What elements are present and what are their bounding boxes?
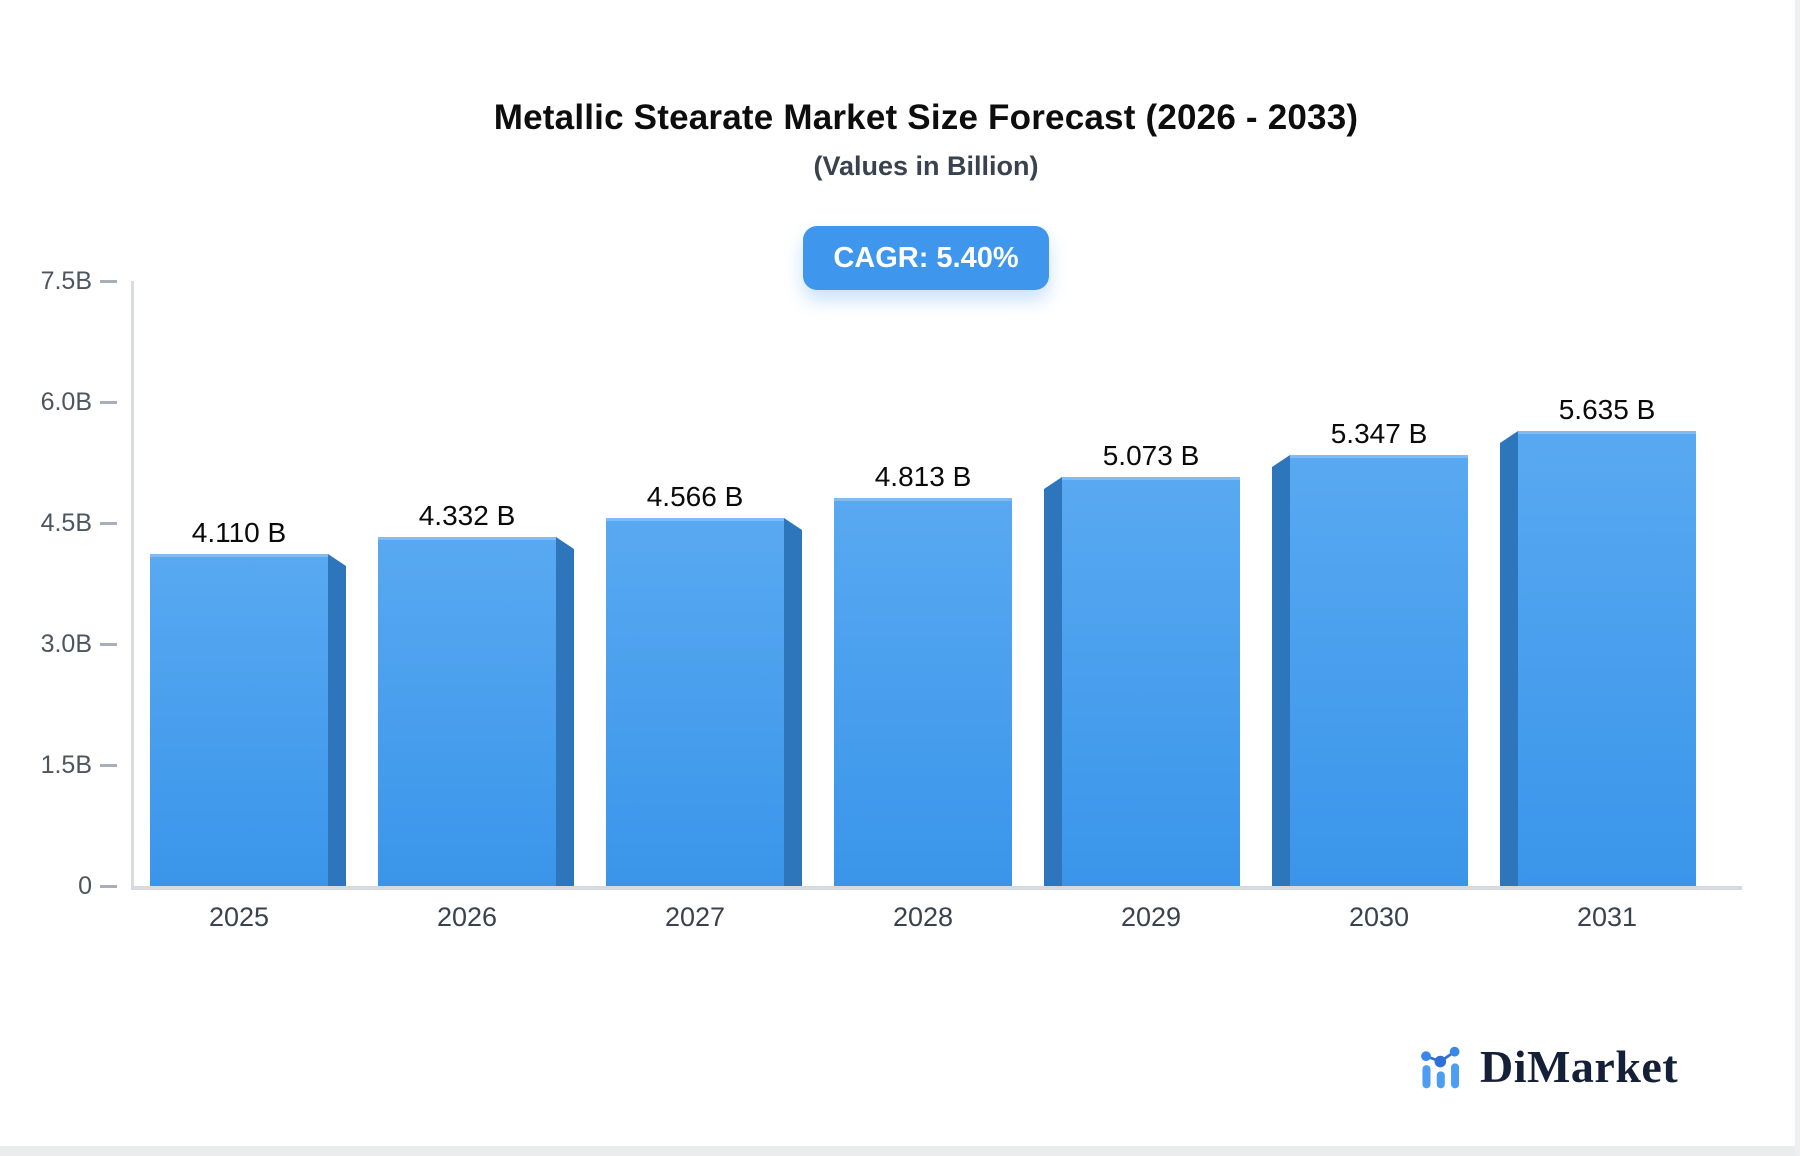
bar-value-label: 5.635 B: [1558, 394, 1656, 425]
bar-value-label: 4.813 B: [874, 461, 972, 492]
window-edge-bottom: [0, 1146, 1800, 1156]
bar-value-label: 5.073 B: [1102, 440, 1200, 471]
dimarket-logo-icon: [1421, 1046, 1460, 1089]
bar-2031[interactable]: [1500, 431, 1696, 886]
y-axis-tick: [100, 522, 117, 525]
bar-front-face: [606, 518, 784, 886]
chart-header: Metallic Stearate Market Size Forecast (…: [52, 96, 1800, 290]
window-edge-right: [1795, 0, 1800, 1156]
bar-value-label: 5.347 B: [1330, 418, 1428, 449]
y-axis-tick: [100, 764, 117, 767]
bar-2027[interactable]: [606, 518, 802, 886]
y-axis-tick-label: 1.5B: [40, 751, 92, 779]
y-axis-tick: [100, 401, 117, 404]
bar-side-face: [784, 518, 802, 886]
bar-2030[interactable]: [1272, 455, 1468, 886]
bar-2026[interactable]: [378, 537, 574, 886]
bar-front-face: [378, 537, 556, 886]
bar-front-face: [1062, 477, 1240, 886]
y-axis-tick: [100, 643, 117, 646]
x-axis-label: 2026: [436, 902, 498, 932]
bar-front-face: [1290, 455, 1468, 886]
bar-side-face: [556, 537, 574, 886]
dimarket-logo: DiMarket: [1418, 1036, 1678, 1096]
y-axis-tick: [100, 885, 117, 888]
bar-value-label: 4.332 B: [418, 500, 516, 531]
bar-value-label: 4.566 B: [646, 481, 744, 512]
bar-front-face: [150, 554, 328, 886]
y-axis-tick-label: 4.5B: [40, 509, 92, 537]
cagr-badge: CAGR: 5.40%: [803, 226, 1049, 290]
bar-side-face: [328, 554, 346, 886]
x-axis-label: 2028: [892, 902, 954, 932]
x-axis-label: 2027: [664, 902, 726, 932]
y-axis-line: [131, 281, 134, 890]
bar-side-face: [1272, 455, 1290, 886]
y-axis-tick-label: 7.5B: [40, 267, 92, 295]
dimarket-logo-text: DiMarket: [1480, 1040, 1679, 1092]
x-axis-label: 2029: [1120, 902, 1182, 932]
bar-2029[interactable]: [1044, 477, 1240, 886]
x-axis-label: 2031: [1576, 902, 1638, 932]
y-axis-tick-label: 0: [78, 872, 92, 900]
chart-title: Metallic Stearate Market Size Forecast (…: [493, 98, 1359, 137]
x-axis-label: 2025: [208, 902, 270, 932]
x-axis-line: [131, 886, 1742, 890]
bar-side-face: [1500, 431, 1518, 886]
bar-front-face: [834, 498, 1012, 886]
bar-value-label: 4.110 B: [191, 517, 287, 548]
chart-subtitle: (Values in Billion): [813, 151, 1039, 181]
bar-2028[interactable]: [834, 498, 1012, 886]
y-axis-tick: [100, 280, 117, 283]
y-axis-tick-label: 3.0B: [40, 630, 92, 658]
x-axis-label: 2030: [1348, 902, 1410, 932]
bar-front-face: [1518, 431, 1696, 886]
bar-2025[interactable]: [150, 554, 346, 886]
bar-side-face: [1044, 477, 1062, 886]
y-axis-tick-label: 6.0B: [40, 388, 92, 416]
